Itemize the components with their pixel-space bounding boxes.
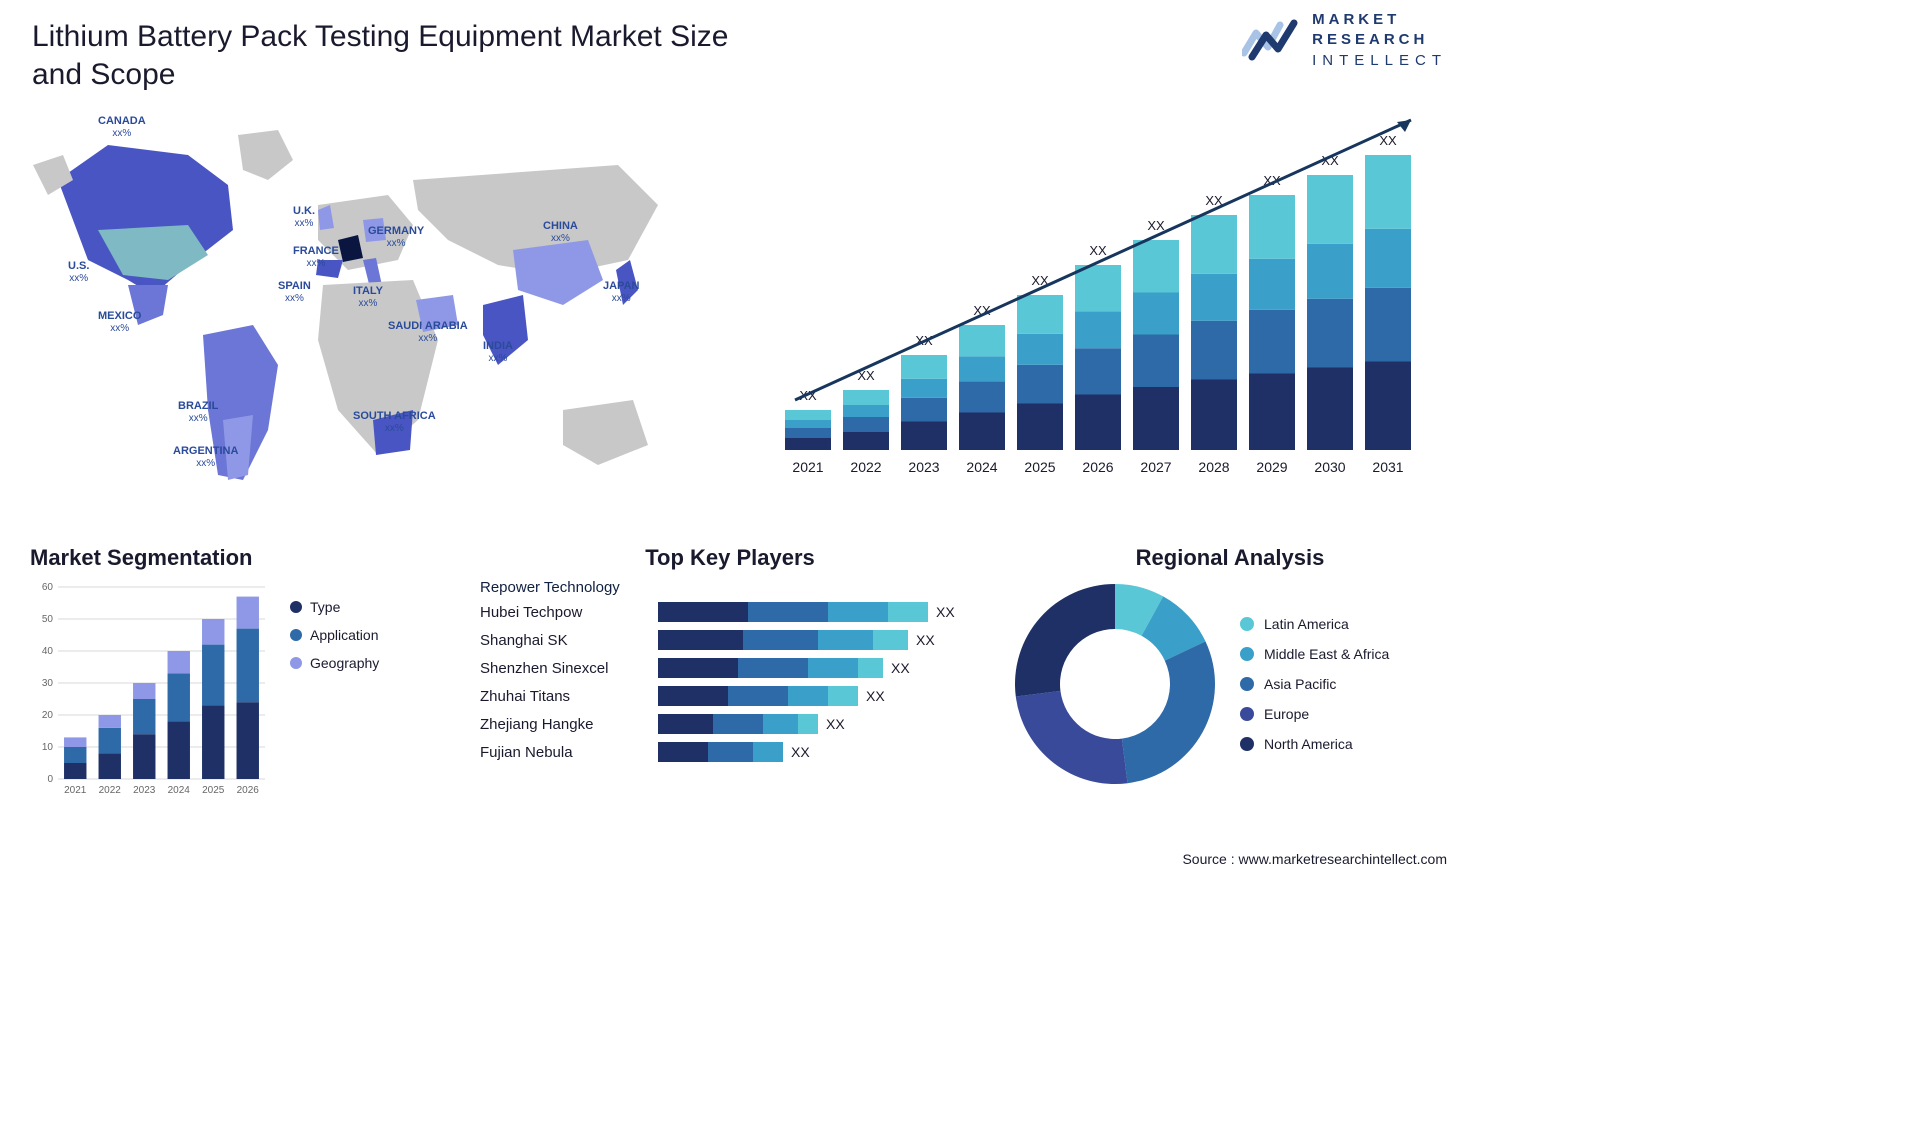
svg-text:2021: 2021: [64, 785, 87, 796]
map-label-argentina: ARGENTINAxx%: [173, 445, 238, 470]
segmentation-section: Market Segmentation 0 10 20 30 40 50 60 2021 202…: [30, 545, 450, 799]
player-row-zhuhai-titans: Zhuhai Titans XX: [480, 686, 980, 706]
logo-line2: RESEARCH: [1312, 30, 1447, 50]
map-label-germany: GERMANYxx%: [368, 225, 424, 250]
player-value: XX: [826, 716, 845, 732]
region-legend-middle-east-africa: Middle East & Africa: [1240, 646, 1389, 662]
player-name: Hubei Techpow: [480, 604, 650, 621]
map-label-china: CHINAxx%: [543, 220, 578, 245]
map-label-italy: ITALYxx%: [353, 285, 383, 310]
player-row-fujian-nebula: Fujian Nebula XX: [480, 742, 980, 762]
svg-text:2026: 2026: [1082, 459, 1113, 475]
player-row-hubei-techpow: Hubei Techpow XX: [480, 602, 980, 622]
map-label-saudi-arabia: SAUDI ARABIAxx%: [388, 320, 468, 345]
regional-title: Regional Analysis: [1010, 545, 1450, 571]
player-bar: [658, 714, 818, 734]
svg-text:0: 0: [47, 774, 53, 785]
svg-text:2031: 2031: [1372, 459, 1403, 475]
map-label-france: FRANCExx%: [293, 245, 339, 270]
svg-text:2023: 2023: [133, 785, 156, 796]
svg-text:10: 10: [42, 742, 54, 753]
player-name: Shanghai SK: [480, 632, 650, 649]
svg-text:2022: 2022: [850, 459, 881, 475]
map-label-u-s-: U.S.xx%: [68, 260, 89, 285]
svg-text:40: 40: [42, 646, 54, 657]
svg-text:2021: 2021: [792, 459, 823, 475]
player-value: XX: [866, 688, 885, 704]
regional-section: Regional Analysis Latin America Middle Ea…: [1010, 545, 1450, 789]
region-legend-asia-pacific: Asia Pacific: [1240, 676, 1389, 692]
map-label-u-k-: U.K.xx%: [293, 205, 315, 230]
main-bar-chart: XX2021XX2022XX2023XX2024XX2025XX2026XX20…: [765, 100, 1445, 480]
player-bar: [658, 630, 908, 650]
seg-legend-application: Application: [290, 627, 379, 643]
player-row-shanghai-sk: Shanghai SK XX: [480, 630, 980, 650]
map-label-japan: JAPANxx%: [603, 280, 639, 305]
segmentation-legend: Type Application Geography: [290, 599, 379, 799]
segmentation-chart: 0 10 20 30 40 50 60 2021 2022 2023 2024 2025 2026: [30, 579, 270, 799]
svg-text:2024: 2024: [168, 785, 191, 796]
map-label-mexico: MEXICOxx%: [98, 310, 141, 335]
map-label-spain: SPAINxx%: [278, 280, 311, 305]
seg-legend-geography: Geography: [290, 655, 379, 671]
source-text: Source : www.marketresearchintellect.com: [1182, 851, 1447, 867]
region-legend-europe: Europe: [1240, 706, 1389, 722]
svg-text:2024: 2024: [966, 459, 997, 475]
player-bar: [658, 658, 883, 678]
players-header: Repower Technology: [480, 579, 980, 596]
svg-text:2030: 2030: [1314, 459, 1345, 475]
player-name: Zhuhai Titans: [480, 688, 650, 705]
region-legend-north-america: North America: [1240, 736, 1389, 752]
player-bar: [658, 742, 783, 762]
players-title: Top Key Players: [480, 545, 980, 571]
player-row-zhejiang-hangke: Zhejiang Hangke XX: [480, 714, 980, 734]
player-name: Zhejiang Hangke: [480, 716, 650, 733]
player-value: XX: [791, 744, 810, 760]
regional-donut-chart: [1010, 579, 1220, 789]
player-row-shenzhen-sinexcel: Shenzhen Sinexcel XX: [480, 658, 980, 678]
players-section: Top Key Players Repower Technology Hubei…: [480, 545, 980, 770]
logo-line1: MARKET: [1312, 10, 1447, 30]
svg-text:2025: 2025: [202, 785, 225, 796]
map-label-india: INDIAxx%: [483, 340, 513, 365]
regional-legend: Latin America Middle East & Africa Asia Pa…: [1240, 616, 1389, 752]
player-value: XX: [891, 660, 910, 676]
world-map: CANADAxx% U.S.xx% MEXICOxx% BRAZILxx% ARGENT…: [18, 110, 678, 520]
svg-text:2026: 2026: [237, 785, 260, 796]
svg-text:20: 20: [42, 710, 54, 721]
logo-line3: INTELLECT: [1312, 51, 1447, 71]
svg-text:XX: XX: [1089, 243, 1107, 258]
svg-text:2029: 2029: [1256, 459, 1287, 475]
logo-mark-icon: [1242, 19, 1302, 61]
player-value: XX: [916, 632, 935, 648]
page-title: Lithium Battery Pack Testing Equipment M…: [32, 18, 762, 93]
map-label-canada: CANADAxx%: [98, 115, 146, 140]
map-label-brazil: BRAZILxx%: [178, 400, 218, 425]
svg-text:60: 60: [42, 582, 54, 593]
svg-text:2022: 2022: [99, 785, 122, 796]
player-value: XX: [936, 604, 955, 620]
map-label-south-africa: SOUTH AFRICAxx%: [353, 410, 436, 435]
brand-logo: MARKET RESEARCH INTELLECT: [1242, 10, 1447, 71]
segmentation-title: Market Segmentation: [30, 545, 450, 571]
player-name: Shenzhen Sinexcel: [480, 660, 650, 677]
svg-text:2028: 2028: [1198, 459, 1229, 475]
svg-text:XX: XX: [1379, 133, 1397, 148]
svg-text:50: 50: [42, 614, 54, 625]
svg-text:XX: XX: [1147, 218, 1165, 233]
player-bar: [658, 686, 858, 706]
svg-text:2025: 2025: [1024, 459, 1055, 475]
svg-text:30: 30: [42, 678, 54, 689]
player-bar: [658, 602, 928, 622]
player-name: Fujian Nebula: [480, 744, 650, 761]
region-legend-latin-america: Latin America: [1240, 616, 1389, 632]
svg-text:2027: 2027: [1140, 459, 1171, 475]
seg-legend-type: Type: [290, 599, 379, 615]
svg-text:2023: 2023: [908, 459, 939, 475]
